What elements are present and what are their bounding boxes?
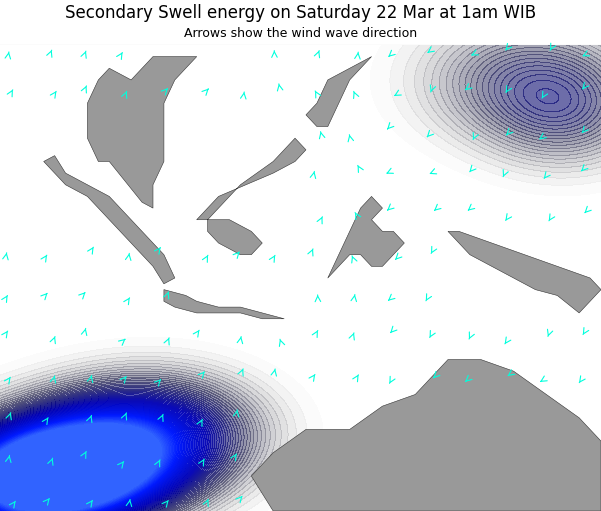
Text: Arrows show the wind wave direction: Arrows show the wind wave direction [184,27,417,40]
Text: Secondary Swell energy on Saturday 22 Mar at 1am WIB: Secondary Swell energy on Saturday 22 Ma… [65,4,536,21]
